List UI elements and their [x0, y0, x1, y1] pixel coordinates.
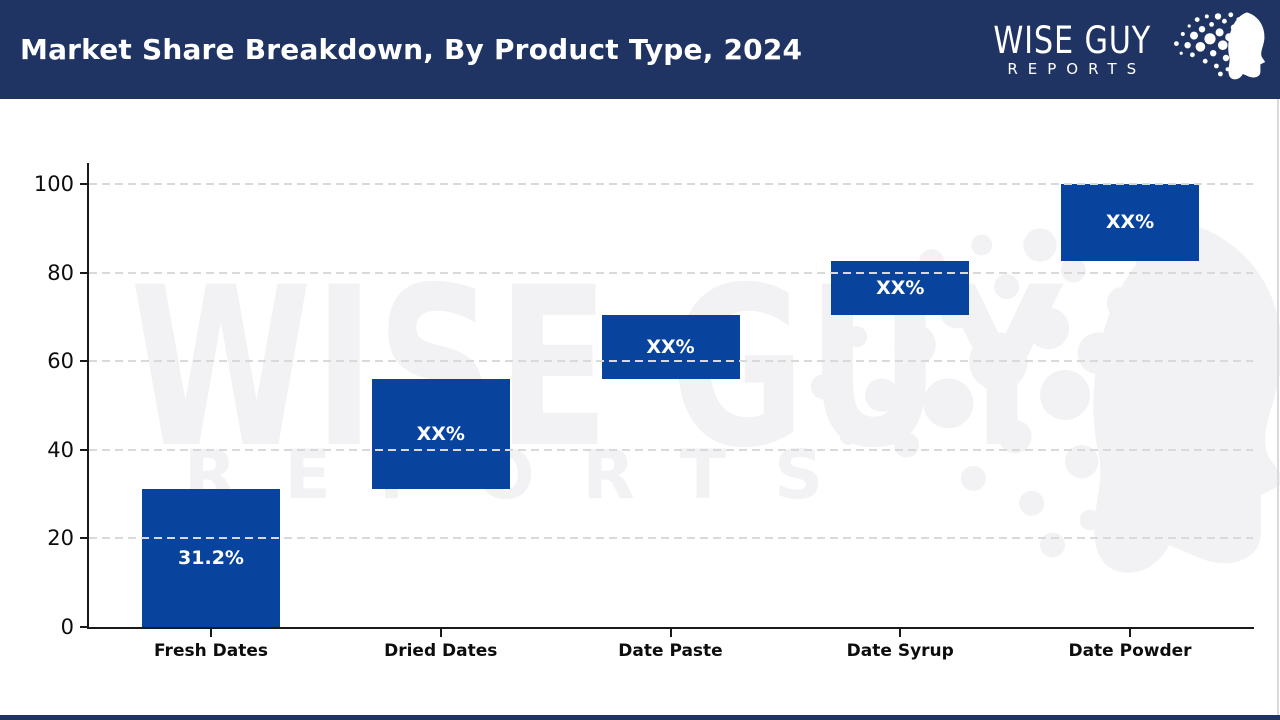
- bar-date-powder: XX%: [1061, 184, 1199, 261]
- y-tick-100: [80, 183, 88, 185]
- y-tick-label-100: 100: [33, 172, 74, 196]
- gridline-80: [89, 271, 1253, 274]
- logo-subtext: REPORTS: [1007, 60, 1147, 78]
- y-tick-label-80: 80: [47, 260, 74, 285]
- gridline-100: [89, 183, 1253, 185]
- y-tick-label-40: 40: [47, 437, 74, 462]
- page-title: Market Share Breakdown, By Product Type,…: [20, 33, 803, 66]
- right-edge-divider: [1277, 99, 1279, 715]
- x-tick-label-0: Fresh Dates: [154, 641, 268, 661]
- logo-wordmark: WISE GUY: [992, 19, 1151, 62]
- x-tick-2: [669, 629, 672, 637]
- x-tick-3: [899, 629, 902, 637]
- logo-text: WISE GUY REPORTS: [976, 22, 1168, 77]
- y-axis-line: [87, 163, 89, 629]
- bar-value-label: XX%: [1105, 211, 1155, 234]
- bar-dried-dates: XX%: [371, 378, 510, 489]
- wiseguy-logo: WISE GUY REPORTS: [976, 7, 1266, 93]
- x-tick-label-2: Date Paste: [618, 641, 723, 661]
- watermark-subtext: REPORTS: [184, 436, 872, 515]
- footer-bar: [0, 715, 1280, 720]
- x-tick-0: [210, 629, 212, 637]
- wiseguy-face-icon: [1170, 7, 1266, 93]
- bar-date-paste: XX%: [601, 315, 740, 379]
- y-tick-20: [80, 537, 88, 540]
- bar-value-label: 31.2%: [178, 546, 244, 569]
- gridline-40: [89, 448, 1253, 451]
- x-tick-label-1: Dried Dates: [384, 641, 498, 661]
- x-tick-4: [1129, 629, 1131, 637]
- y-tick-40: [80, 448, 88, 451]
- bar-value-label: XX%: [876, 276, 925, 299]
- gridline-60: [89, 360, 1253, 363]
- bar-fresh-dates: 31.2%: [142, 488, 280, 627]
- header-bar: Market Share Breakdown, By Product Type,…: [0, 0, 1280, 99]
- bar-value-label: XX%: [416, 422, 465, 445]
- bar-value-label: XX%: [646, 336, 695, 359]
- x-tick-label-3: Date Syrup: [846, 641, 954, 661]
- y-tick-80: [80, 271, 88, 274]
- x-tick-label-4: Date Powder: [1068, 641, 1192, 661]
- y-tick-label-60: 60: [47, 349, 74, 374]
- bar-date-syrup: XX%: [831, 260, 970, 316]
- y-tick-label-20: 20: [47, 526, 74, 551]
- y-tick-0: [80, 626, 88, 628]
- gridline-20: [89, 537, 1253, 540]
- x-tick-1: [439, 629, 442, 637]
- y-tick-label-0: 0: [60, 615, 74, 639]
- y-tick-60: [80, 360, 88, 363]
- x-axis-line: [87, 627, 1254, 629]
